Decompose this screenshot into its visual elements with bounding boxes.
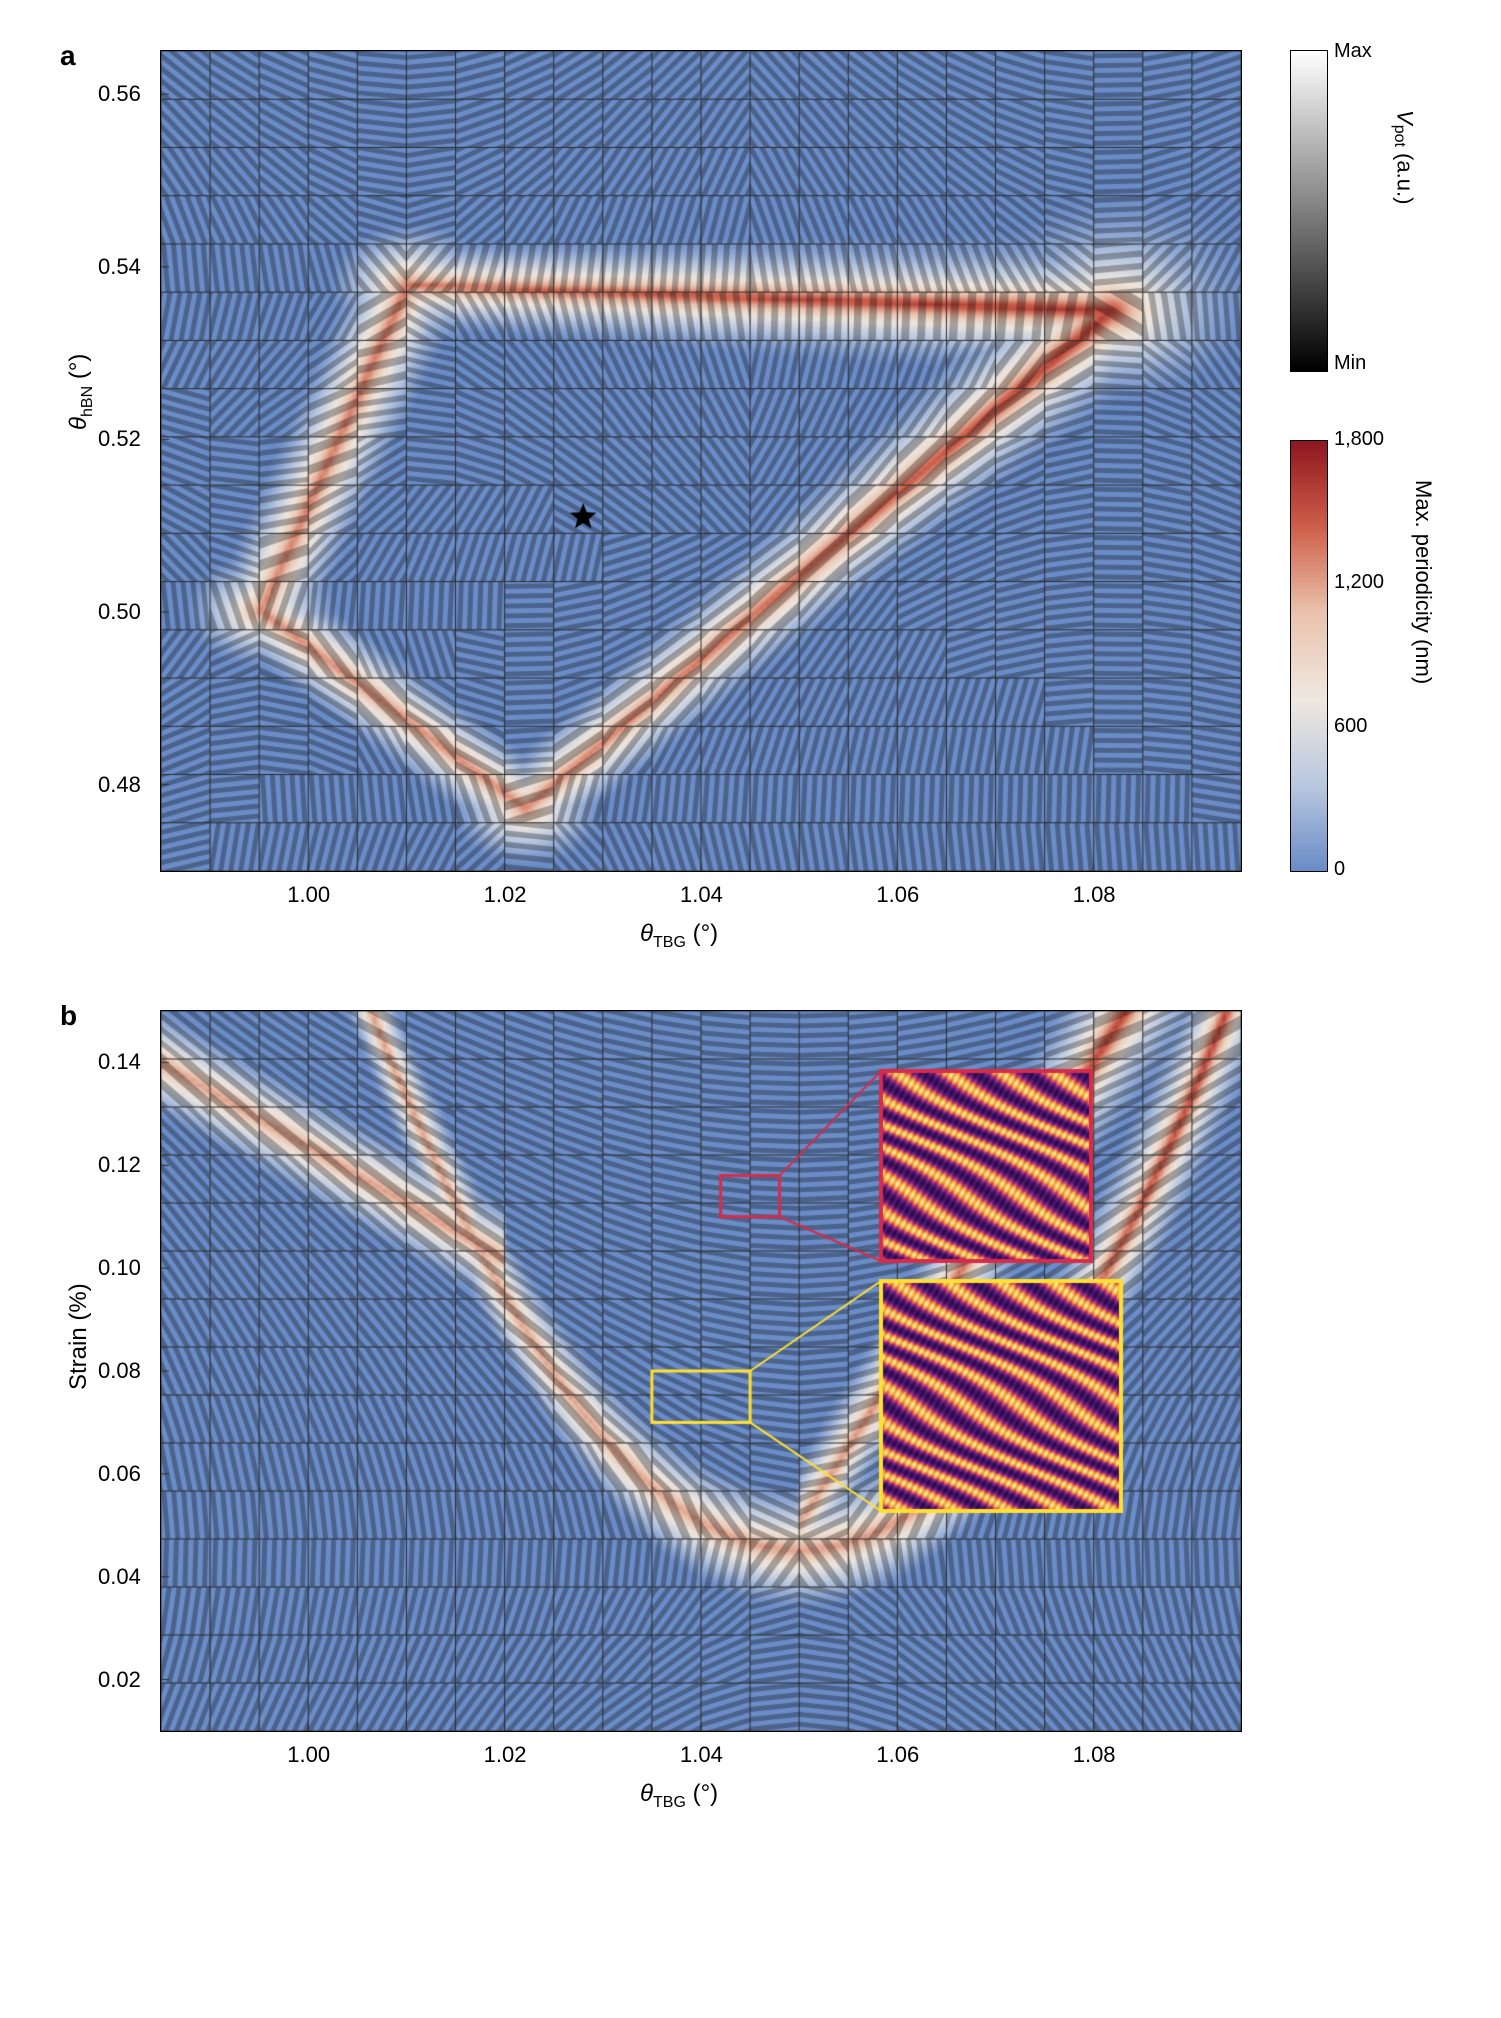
ytick: 0.52 bbox=[98, 426, 141, 452]
ytick: 0.12 bbox=[98, 1152, 141, 1178]
ytick: 0.56 bbox=[98, 81, 141, 107]
cb-vpot-label: Vpot (a.u.) bbox=[1390, 110, 1417, 204]
panel-b-ylabel-text: Strain (%) bbox=[65, 1283, 92, 1390]
cb-vpot-min: Min bbox=[1334, 352, 1366, 375]
xtick: 1.00 bbox=[287, 1742, 330, 1768]
xtick: 1.08 bbox=[1073, 1742, 1116, 1768]
ytick: 0.48 bbox=[98, 772, 141, 798]
ytick: 0.06 bbox=[98, 1461, 141, 1487]
xtick: 1.04 bbox=[680, 882, 723, 908]
xtick: 1.02 bbox=[484, 1742, 527, 1768]
panel-b-xlabel: θTBG (°) bbox=[640, 1780, 718, 1812]
xtick: 1.08 bbox=[1073, 882, 1116, 908]
panel-b-plot: 0.020.040.060.080.100.120.14 1.001.021.0… bbox=[160, 1010, 1240, 1730]
cb-tick: 600 bbox=[1334, 715, 1367, 738]
panel-b-ylabel: Strain (%) bbox=[65, 1283, 93, 1390]
panel-a-canvas bbox=[160, 50, 1242, 872]
panel-b-overlay bbox=[160, 1010, 1242, 1732]
panel-b-xlabel-text: θTBG (°) bbox=[640, 1780, 718, 1807]
panel-a-xlabel: θTBG (°) bbox=[640, 920, 718, 952]
cb-vpot-max: Max bbox=[1334, 40, 1372, 63]
cb-tick: 0 bbox=[1334, 858, 1345, 881]
ytick: 0.54 bbox=[98, 254, 141, 280]
ytick: 0.08 bbox=[98, 1358, 141, 1384]
xtick: 1.06 bbox=[876, 882, 919, 908]
panel-b-label: b bbox=[60, 1000, 77, 1032]
cb-tick: 1,800 bbox=[1334, 428, 1384, 451]
ytick: 0.14 bbox=[98, 1049, 141, 1075]
ytick: 0.50 bbox=[98, 599, 141, 625]
panel-a-plot: 0.480.500.520.540.56 1.001.021.041.061.0… bbox=[160, 50, 1240, 870]
ytick: 0.10 bbox=[98, 1255, 141, 1281]
xtick: 1.06 bbox=[876, 1742, 919, 1768]
ytick: 0.04 bbox=[98, 1564, 141, 1590]
xtick: 1.02 bbox=[484, 882, 527, 908]
panel-a-xlabel-text: θTBG (°) bbox=[640, 920, 718, 947]
colorbar-vpot-canvas bbox=[1290, 50, 1328, 372]
panel-a-ylabel-text: θhBN (°) bbox=[65, 354, 92, 430]
colorbar-vpot: Max Min Vpot (a.u.) bbox=[1290, 50, 1326, 370]
cb-tick: 1,200 bbox=[1334, 571, 1384, 594]
panel-a-ylabel: θhBN (°) bbox=[65, 354, 97, 430]
xtick: 1.04 bbox=[680, 1742, 723, 1768]
ytick: 0.02 bbox=[98, 1667, 141, 1693]
cb-per-label: Max. periodicity (nm) bbox=[1410, 480, 1436, 684]
colorbar-periodicity-canvas bbox=[1290, 440, 1328, 872]
panel-a-label: a bbox=[60, 40, 76, 72]
xtick: 1.00 bbox=[287, 882, 330, 908]
colorbar-periodicity: 06001,2001,800 Max. periodicity (nm) bbox=[1290, 440, 1326, 870]
